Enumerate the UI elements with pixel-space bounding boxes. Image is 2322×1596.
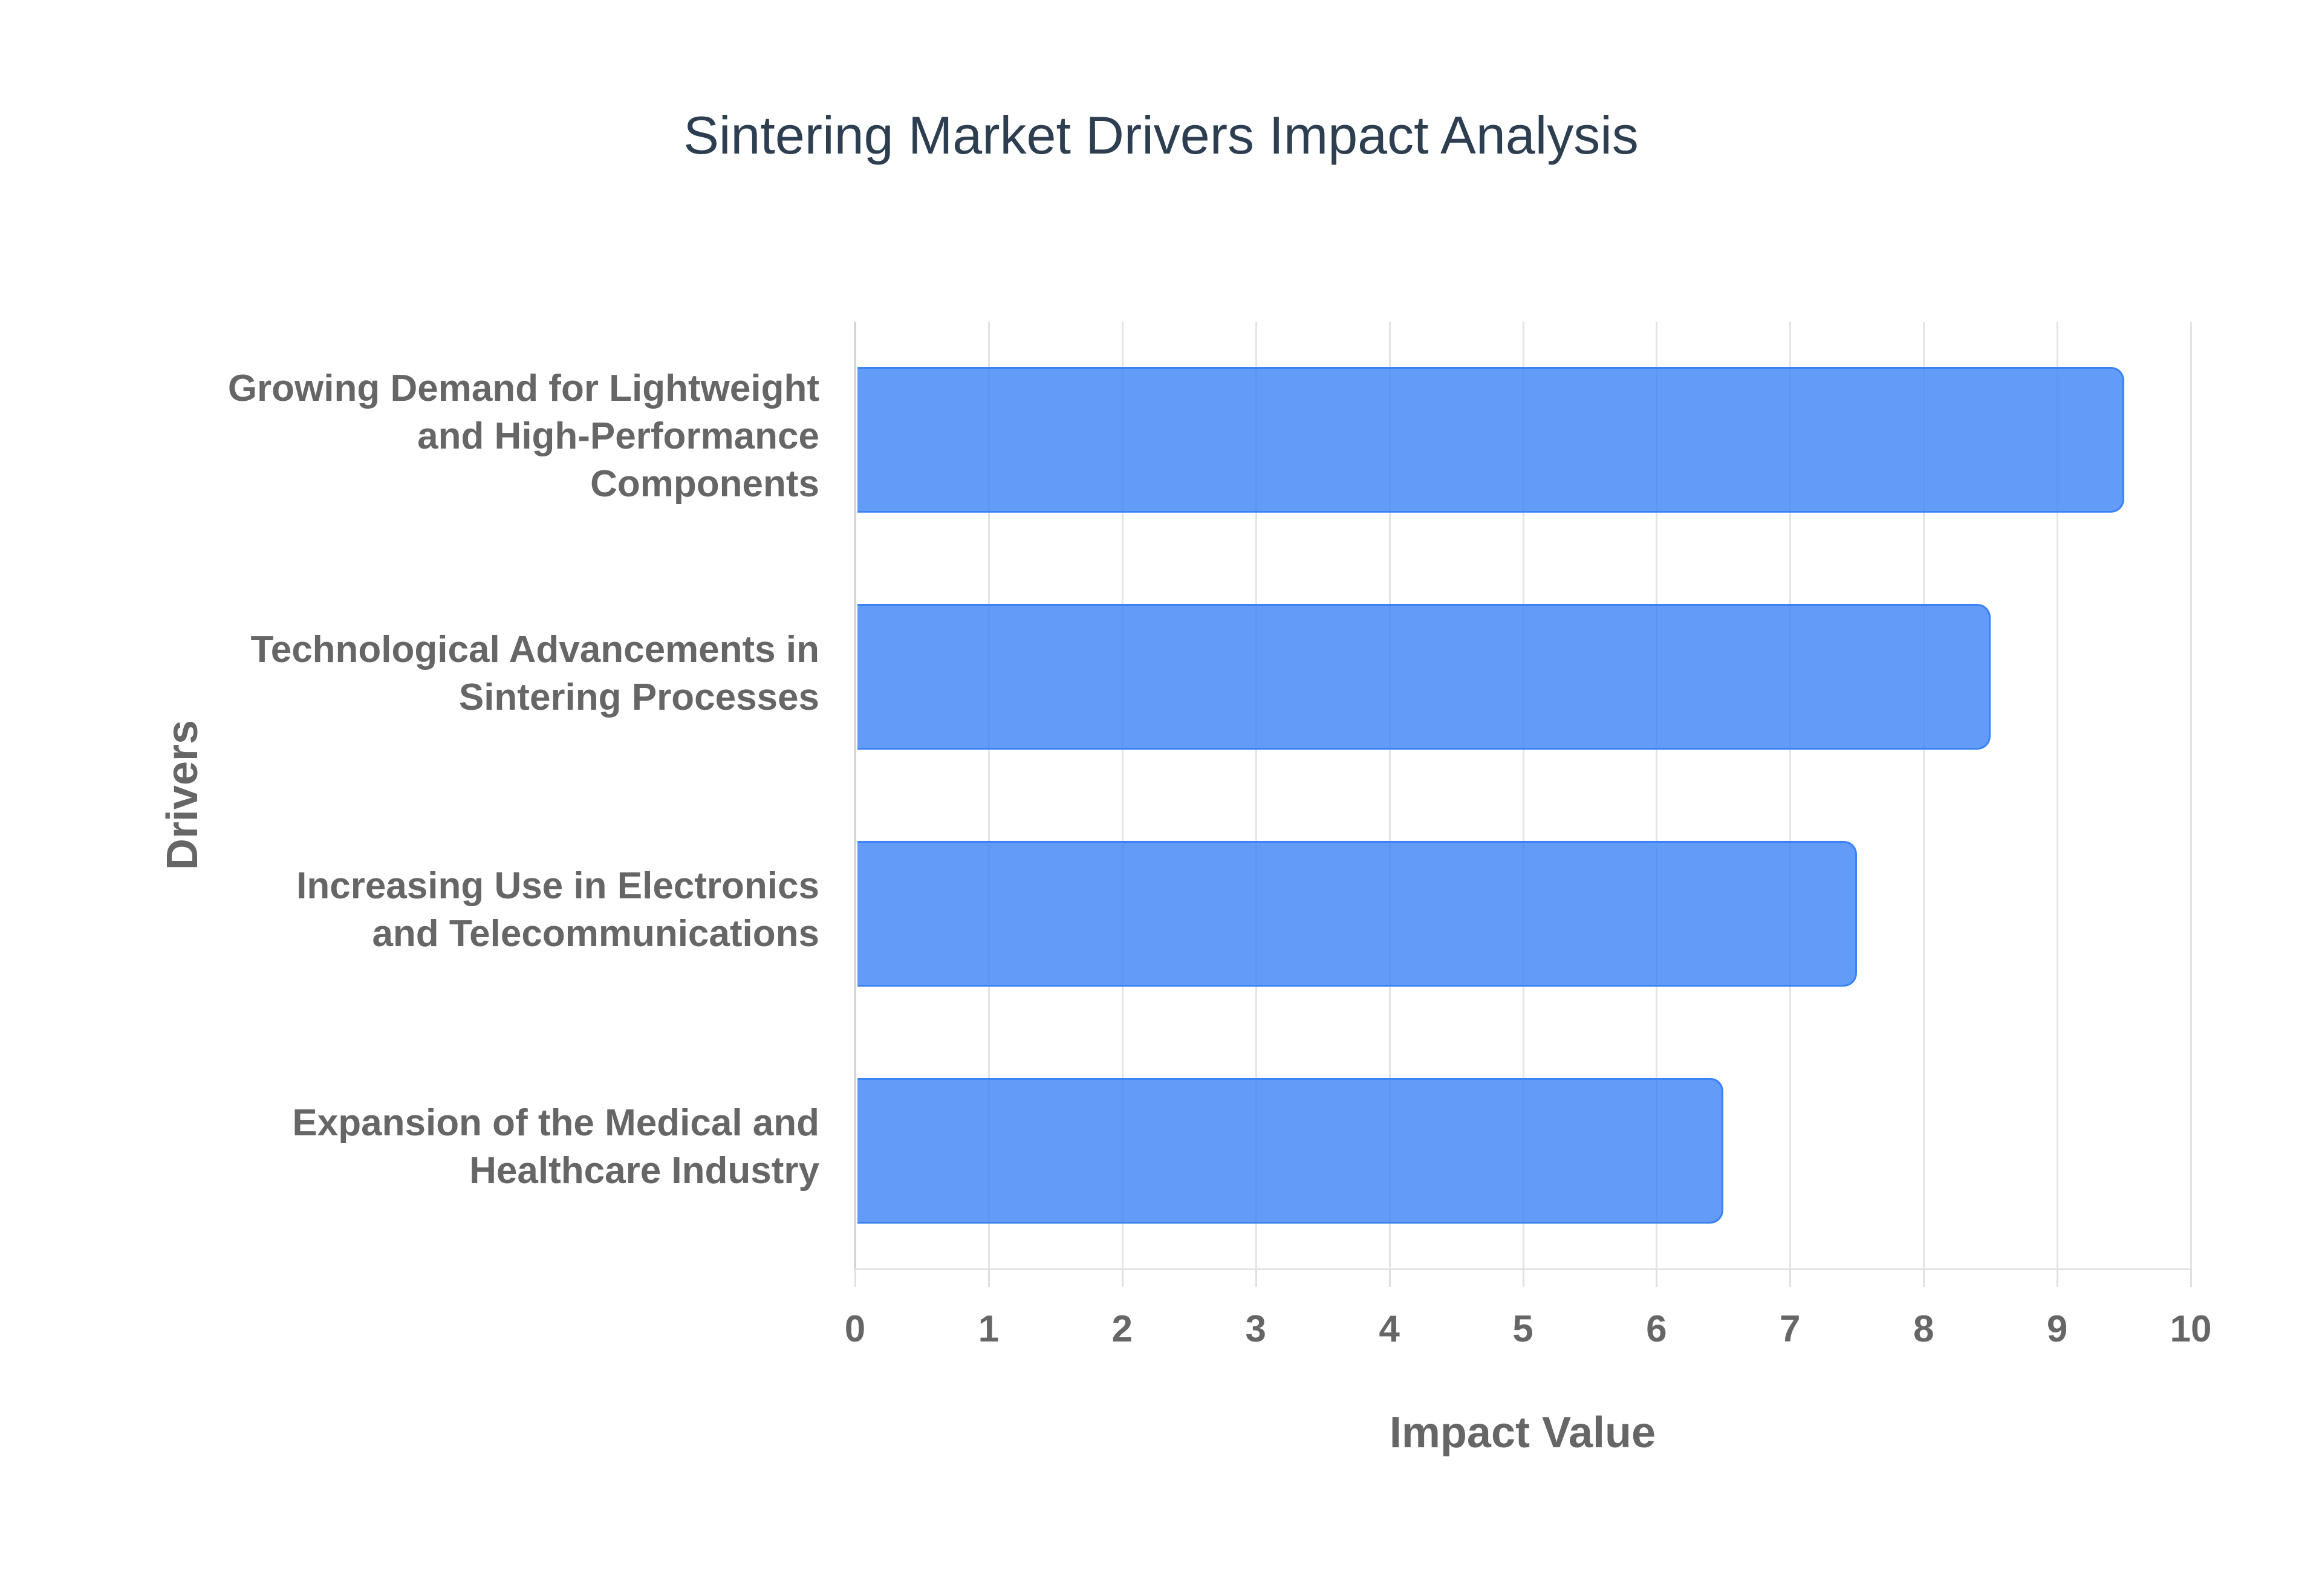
y-tick-label-line: and Telecommunications (372, 913, 819, 955)
x-tick-mark (1923, 1269, 1925, 1287)
x-tick-mark (1255, 1269, 1257, 1287)
x-tick-mark (2190, 1269, 2192, 1287)
x-tick-label: 2 (1111, 1308, 1133, 1350)
gridline (1923, 322, 1925, 1269)
gridline (2190, 322, 2192, 1269)
x-tick-mark (1522, 1269, 1524, 1287)
x-tick-mark (1656, 1269, 1658, 1287)
y-tick-label: Expansion of the Medical and Healthcare I… (215, 1099, 819, 1195)
gridline (1656, 322, 1658, 1269)
x-tick-mark (1789, 1269, 1792, 1287)
gridline (1789, 322, 1792, 1269)
x-tick-mark (2057, 1269, 2059, 1287)
x-tick-label: 10 (2170, 1308, 2212, 1350)
y-tick-label-line: Growing Demand for Lightweight (227, 368, 819, 410)
plot-area (854, 322, 2192, 1287)
x-tick-label: 3 (1245, 1308, 1266, 1350)
y-tick-label-line: Healthcare Industry (469, 1150, 819, 1192)
x-tick-mark (1388, 1269, 1391, 1287)
bar[interactable] (857, 1077, 1723, 1224)
bar[interactable] (857, 604, 1991, 750)
x-tick-mark (854, 1269, 856, 1287)
y-tick-label: Technological Advancements in Sintering P… (215, 626, 819, 721)
x-tick-label: 4 (1379, 1308, 1400, 1350)
y-axis-title: Drivers (158, 719, 207, 871)
x-tick-label: 6 (1646, 1308, 1667, 1350)
x-axis-title: Impact Value (1389, 1409, 1656, 1457)
gridline (1522, 322, 1524, 1269)
x-tick-label: 7 (1780, 1308, 1801, 1350)
gridline (1255, 322, 1257, 1269)
x-tick-label: 1 (978, 1308, 1000, 1350)
x-tick-mark (1121, 1269, 1124, 1287)
y-tick-label-line: Technological Advancements in (250, 628, 819, 670)
bar[interactable] (857, 840, 1857, 987)
gridline (1121, 322, 1124, 1269)
gridline (2057, 322, 2059, 1269)
x-tick-mark (987, 1269, 990, 1287)
y-axis-line (854, 322, 856, 1269)
gridline (1388, 322, 1391, 1269)
gridline (987, 322, 990, 1269)
bar[interactable] (857, 367, 2124, 513)
y-tick-label-line: Components (590, 463, 819, 505)
y-tick-label-line: Sintering Processes (458, 676, 819, 718)
y-tick-label: Growing Demand for Lightweight and High-P… (215, 365, 819, 508)
x-tick-label: 9 (2046, 1308, 2068, 1350)
y-tick-label-line: and High-Performance (417, 415, 819, 458)
x-tick-label: 5 (1512, 1308, 1533, 1350)
x-tick-label: 0 (844, 1308, 866, 1350)
y-tick-label-line: Increasing Use in Electronics (296, 865, 819, 907)
chart-title: Sintering Market Drivers Impact Analysis (683, 105, 1639, 165)
y-tick-label: Increasing Use in Electronics and Telecom… (215, 862, 819, 958)
x-tick-label: 8 (1913, 1308, 1934, 1350)
y-tick-label-line: Expansion of the Medical and (292, 1102, 819, 1144)
